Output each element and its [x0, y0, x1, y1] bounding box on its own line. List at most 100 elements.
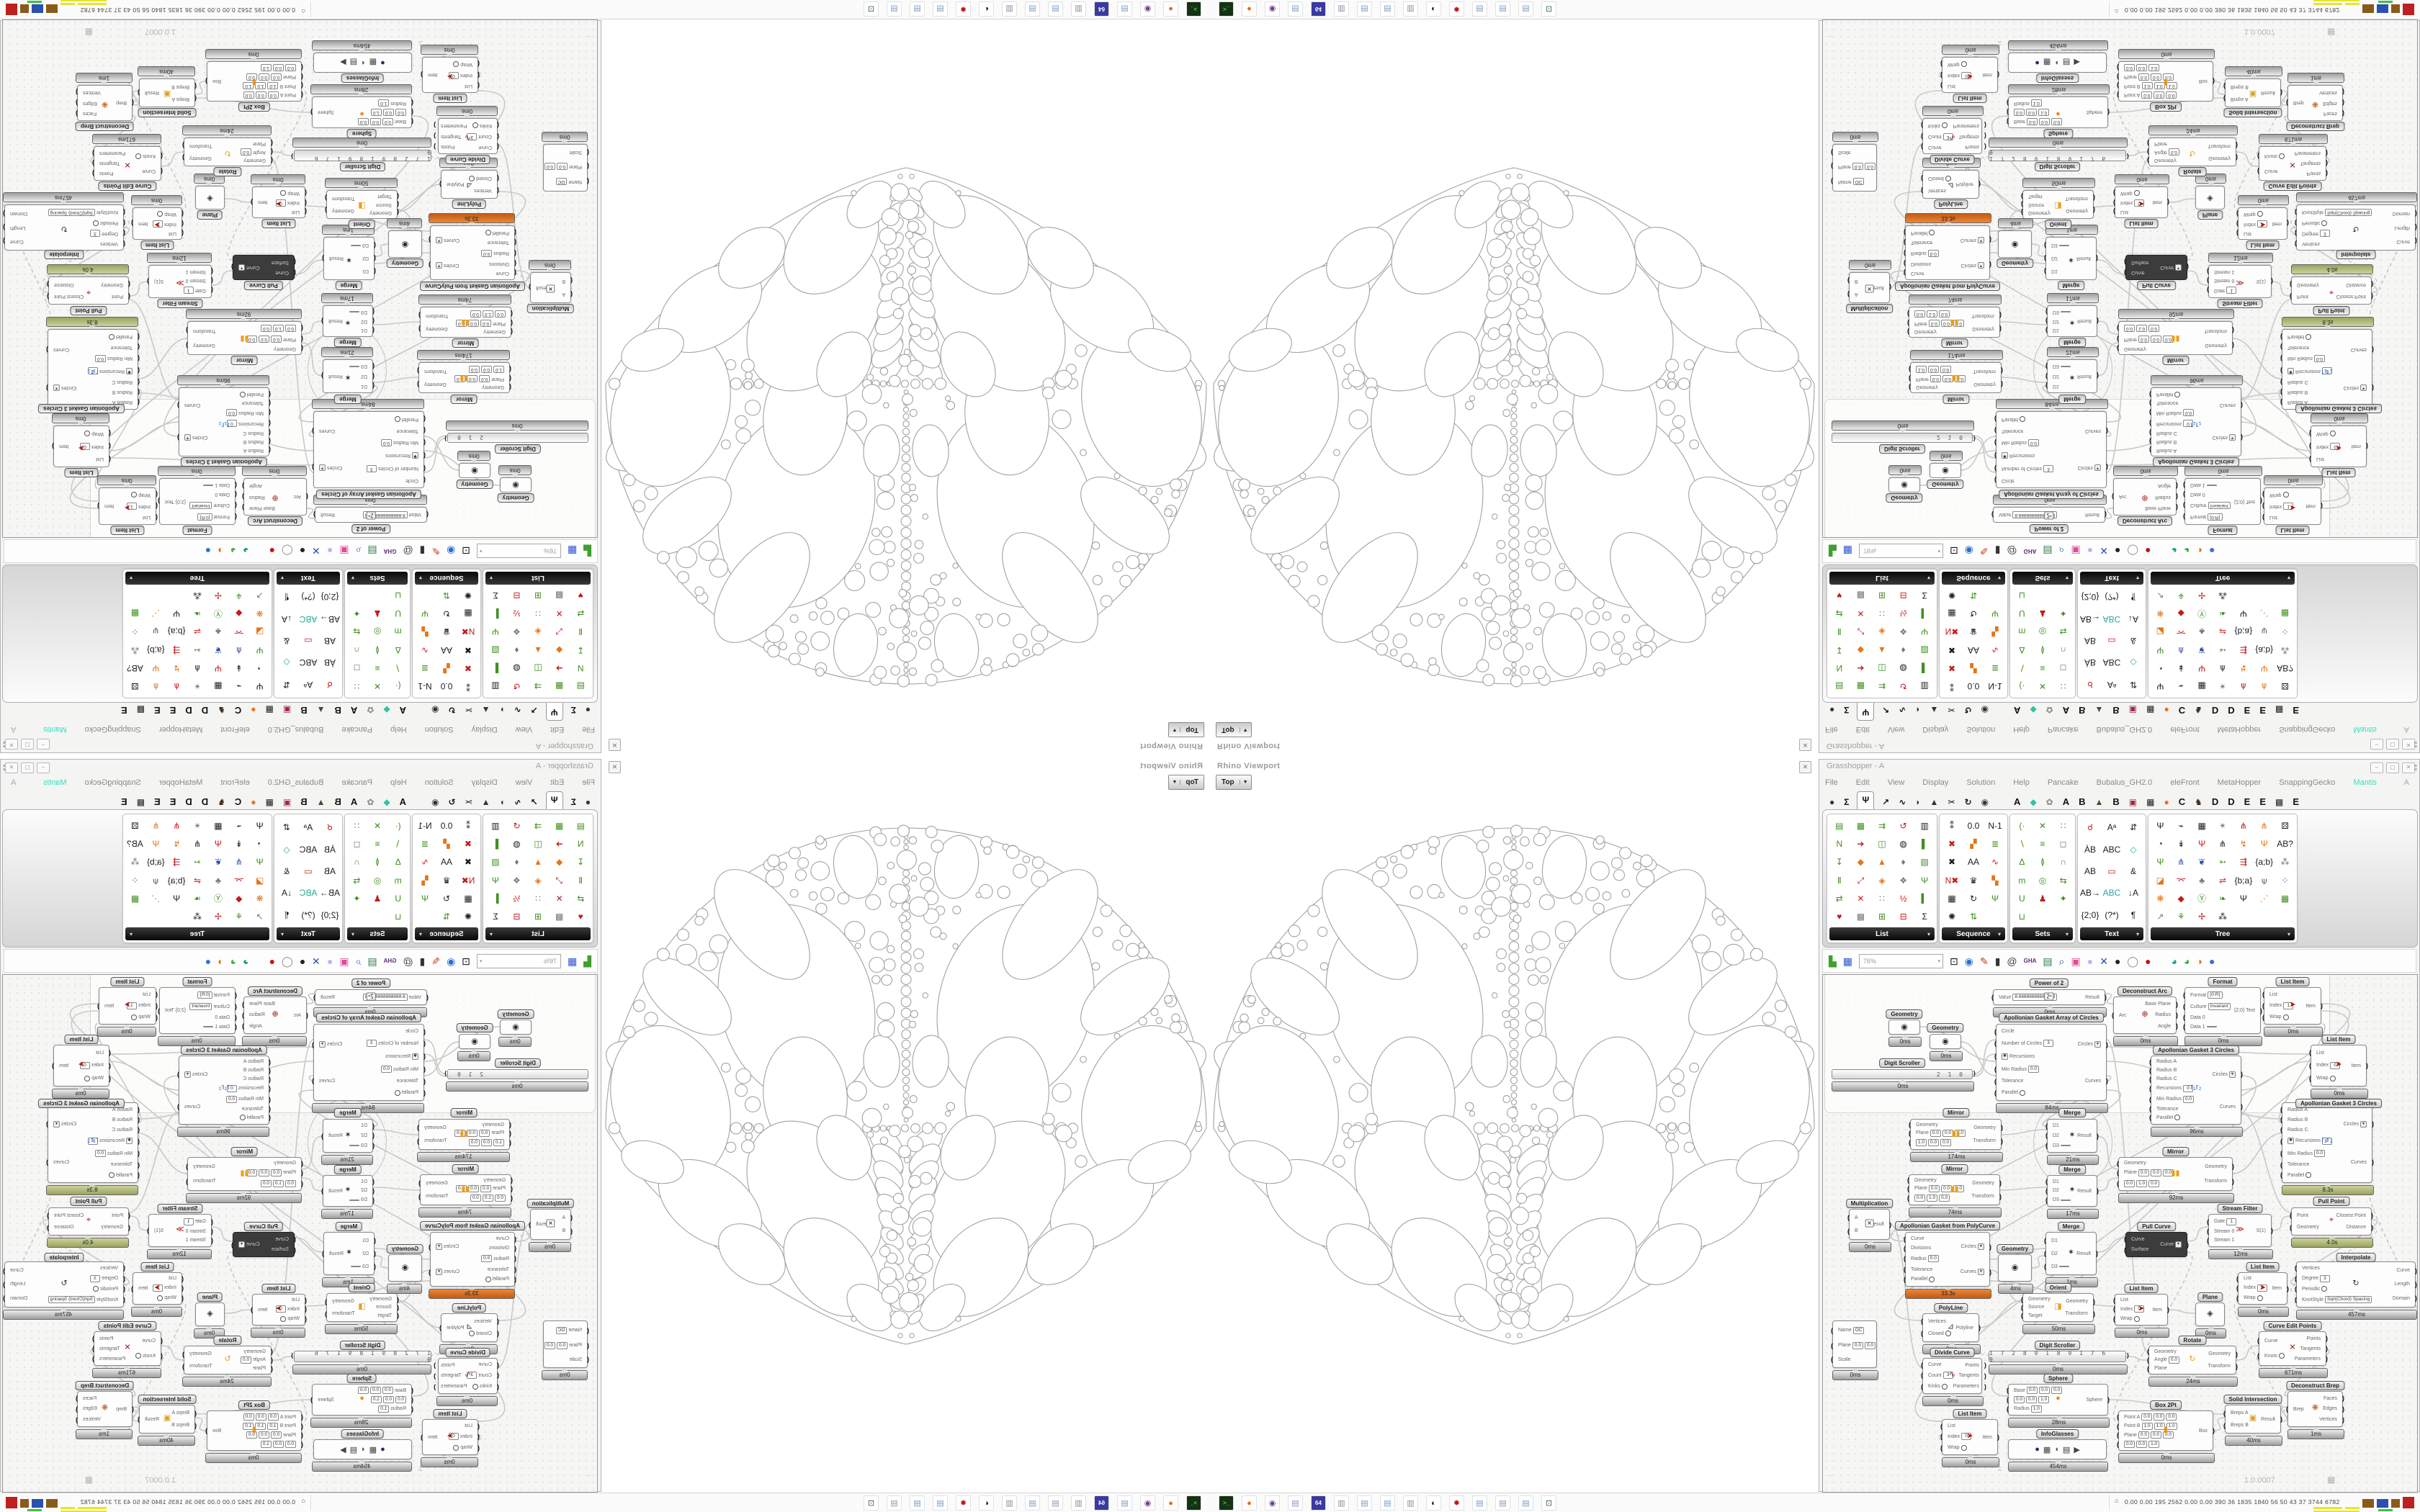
- component-icon[interactable]: AB: [324, 636, 336, 647]
- component-icon[interactable]: ⇄: [1835, 608, 1843, 619]
- component-icon[interactable]: ∿: [421, 644, 429, 655]
- monitor-icon[interactable]: ⊡: [1541, 1, 1556, 17]
- tab-plugin-egg[interactable]: ●: [2164, 705, 2169, 715]
- component-icon[interactable]: ▭: [304, 636, 313, 647]
- component-icon[interactable]: ➜: [1857, 838, 1865, 849]
- tab-intersect[interactable]: ✂: [465, 705, 472, 715]
- component-icon[interactable]: ♛: [442, 626, 451, 637]
- component-icon[interactable]: ∷: [1879, 893, 1885, 904]
- component-icon[interactable]: AB?: [127, 838, 143, 849]
- component-icon[interactable]: ◍: [1899, 838, 1907, 849]
- component-icon[interactable]: Ψ: [256, 644, 264, 655]
- component-icon[interactable]: AA: [441, 857, 453, 868]
- component-icon[interactable]: ✖: [1948, 857, 1956, 868]
- component-icon[interactable]: Aᵃ: [303, 679, 313, 690]
- component-merge-3[interactable]: D1D2D3 Result✶: [323, 1232, 375, 1275]
- component-icon[interactable]: ↯: [2239, 663, 2247, 674]
- zoom-extents-button[interactable]: ⊡: [462, 545, 470, 557]
- component-icon[interactable]: ⋔: [2218, 838, 2227, 849]
- component-icon[interactable]: ◈: [1878, 875, 1886, 886]
- balloon-button[interactable]: ●: [2087, 545, 2094, 557]
- component-icon[interactable]: ⚄: [2281, 681, 2289, 692]
- palette-panel-label[interactable]: Sets ▾: [2012, 572, 2073, 585]
- tab-plugin-flower[interactable]: ✿: [2045, 797, 2053, 807]
- component-list-item-e[interactable]: ListIndex0WrapItem➤: [422, 1419, 478, 1455]
- menu-item-help[interactable]: Help: [2013, 778, 2030, 787]
- component-icon[interactable]: Ψ: [1991, 893, 1999, 904]
- component-icon[interactable]: AA: [441, 644, 453, 655]
- menu-item-view[interactable]: View: [1887, 778, 1905, 787]
- component-icon[interactable]: N✖: [1945, 875, 1959, 886]
- component-icon[interactable]: {a;b}: [146, 644, 165, 655]
- menu-item-display[interactable]: Display: [471, 778, 498, 787]
- palette-panel-label[interactable]: Sequence ▾: [415, 927, 478, 940]
- component-icon[interactable]: AB→: [320, 888, 341, 899]
- tab-plugin-b2[interactable]: B: [2112, 796, 2120, 807]
- component-icon[interactable]: 0.0: [1967, 681, 1980, 692]
- component-icon[interactable]: ▲: [534, 644, 542, 655]
- component-infoglasses[interactable]: ● ▦ ◖ ▤ ▶: [2008, 1439, 2107, 1459]
- component-icon[interactable]: Ⓨ: [213, 608, 223, 619]
- notepad-icon-2[interactable]: ▤: [1048, 1, 1063, 17]
- tab-plugin-d2[interactable]: D: [2228, 705, 2235, 716]
- tab-plugin-egg[interactable]: ●: [2164, 797, 2169, 807]
- component-list-item-a[interactable]: ListIndex1WrapItem➤: [2262, 987, 2322, 1025]
- menu-right-item[interactable]: A: [11, 778, 17, 787]
- component-icon[interactable]: Ψ: [1921, 875, 1929, 886]
- tab-plugin-dots[interactable]: ▩: [2275, 705, 2284, 715]
- component-icon[interactable]: ♥: [1837, 912, 1842, 922]
- component-icon[interactable]: ⋔: [2239, 681, 2247, 692]
- palette-panel-label[interactable]: List ▾: [1829, 572, 1935, 585]
- tab-curve[interactable]: ∿: [1899, 797, 1906, 807]
- panel-expand-icon[interactable]: ▾: [2136, 930, 2139, 937]
- component-orient[interactable]: GeometrySourceTargetGeometryTransform◨: [2022, 190, 2094, 219]
- component-icon[interactable]: ⋔: [152, 820, 160, 831]
- search-s-button[interactable]: ⌕: [355, 545, 362, 557]
- component-icon[interactable]: ◆: [1857, 644, 1864, 655]
- component-icon[interactable]: ⇶: [173, 857, 181, 868]
- tab-surface[interactable]: ◗: [1915, 797, 1921, 807]
- component-icon[interactable]: ½: [1899, 893, 1907, 904]
- typewriter-icon-2[interactable]: ▥: [1002, 1, 1017, 17]
- component-icon[interactable]: Ψ: [214, 663, 222, 674]
- ball-blue-button[interactable]: ●: [2208, 955, 2215, 967]
- component-icon[interactable]: ✦: [2059, 608, 2067, 619]
- component-divide-curve[interactable]: CurveCount3KinksPointsTangentsParameters…: [438, 118, 498, 154]
- component-icon[interactable]: ❋: [256, 608, 264, 619]
- tab-plugin-shield[interactable]: ▣: [2128, 797, 2138, 807]
- component-icon[interactable]: ⌁: [236, 681, 242, 692]
- component-icon[interactable]: ABC: [2102, 613, 2121, 624]
- terminal-icon[interactable]: >_: [1186, 1, 1201, 17]
- component-icon[interactable]: ≣: [1991, 663, 1999, 674]
- component-icon[interactable]: ⋰: [2259, 608, 2269, 619]
- tab-plugin-a1[interactable]: A: [399, 796, 406, 807]
- component-icon[interactable]: ◆: [2177, 608, 2184, 619]
- component-icon[interactable]: ▩: [555, 590, 564, 600]
- component-icon[interactable]: ▍: [492, 608, 499, 619]
- typewriter-icon-1[interactable]: ▥: [1334, 1495, 1349, 1511]
- open-file-button[interactable]: ▙: [1829, 955, 1837, 967]
- close-button[interactable]: ✕: [5, 762, 18, 773]
- component-icon[interactable]: ◈: [534, 626, 542, 637]
- component-icon[interactable]: AB: [2084, 636, 2096, 647]
- tab-intersect[interactable]: ✂: [465, 797, 472, 807]
- component-icon[interactable]: ◍: [513, 838, 521, 849]
- component-icon[interactable]: ⚘: [2177, 912, 2185, 922]
- component-list-item-e[interactable]: ListIndex0WrapItem➤: [422, 57, 478, 93]
- notepad-icon-3[interactable]: ▤: [1025, 1495, 1040, 1511]
- rhino-icon[interactable]: ◐: [979, 1495, 994, 1511]
- component-icon[interactable]: &: [2130, 865, 2136, 876]
- component-icon[interactable]: ◇: [283, 657, 290, 668]
- panel-expand-icon[interactable]: ▾: [351, 930, 355, 937]
- component-icon[interactable]: ⇄: [1835, 893, 1843, 904]
- component-format[interactable]: Format{0:R}CultureInvariantData 0Data 1 …: [159, 987, 236, 1034]
- component-pull-point[interactable]: PointGeometryClosest PointDistance⌖: [2290, 1207, 2373, 1236]
- component-icon[interactable]: ▩: [555, 912, 564, 922]
- drop-red-button[interactable]: ●: [269, 955, 275, 967]
- menu-item-solution[interactable]: Solution: [1966, 778, 1996, 787]
- tangle-button[interactable]: ✕: [2099, 545, 2108, 557]
- component-icon[interactable]: ⋔: [2239, 820, 2247, 831]
